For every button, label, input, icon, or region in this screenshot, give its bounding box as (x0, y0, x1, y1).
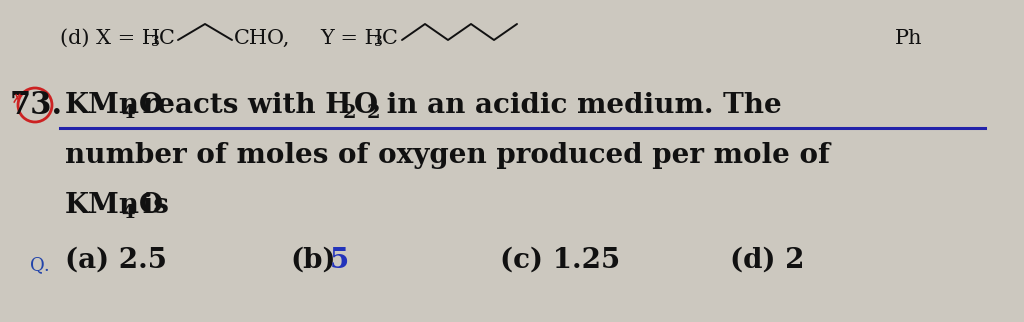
Text: Ph: Ph (895, 29, 923, 48)
Text: O: O (354, 91, 378, 118)
Text: 4: 4 (121, 104, 134, 122)
Text: 5: 5 (330, 247, 349, 273)
Text: ✗: ✗ (12, 92, 23, 106)
Text: reacts with H: reacts with H (133, 91, 351, 118)
Text: Q.: Q. (30, 256, 50, 274)
Text: 2: 2 (367, 104, 381, 122)
Text: 3: 3 (151, 35, 160, 49)
Text: (d) X = H: (d) X = H (60, 29, 160, 48)
Text: 73.: 73. (10, 90, 63, 120)
Text: (d) 2: (d) 2 (730, 247, 805, 273)
Text: number of moles of oxygen produced per mole of: number of moles of oxygen produced per m… (65, 141, 830, 168)
Text: Y = H: Y = H (319, 29, 383, 48)
Text: C: C (382, 29, 398, 48)
Text: (b): (b) (290, 247, 336, 273)
Text: (a) 2.5: (a) 2.5 (65, 247, 167, 273)
Text: KMnO: KMnO (65, 91, 164, 118)
Text: 4: 4 (121, 204, 134, 222)
Text: is: is (133, 192, 169, 219)
Text: (c) 1.25: (c) 1.25 (500, 247, 621, 273)
Text: CHO,: CHO, (234, 29, 291, 48)
Text: C: C (159, 29, 175, 48)
Text: in an acidic medium. The: in an acidic medium. The (377, 91, 781, 118)
Text: KMnO: KMnO (65, 192, 164, 219)
Text: 2: 2 (343, 104, 356, 122)
Text: 3: 3 (374, 35, 383, 49)
